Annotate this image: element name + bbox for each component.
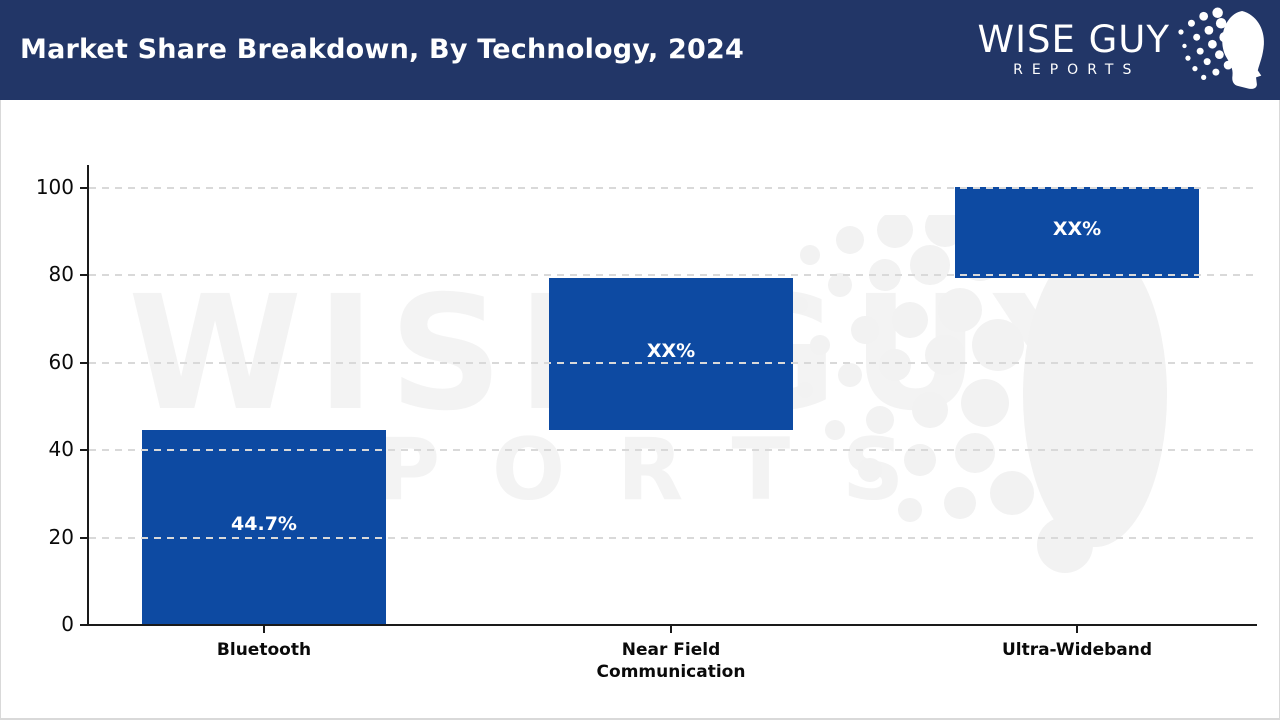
x-tick-mark-ultra-wideband xyxy=(1076,626,1078,633)
x-tick-label-line: Near Field xyxy=(621,640,721,660)
x-tick-label-line: Bluetooth xyxy=(216,640,312,660)
y-tick-label: 80 xyxy=(48,262,74,287)
y-tick-mark xyxy=(80,624,88,626)
y-axis-line xyxy=(87,165,89,626)
y-tick-label: 60 xyxy=(48,349,74,374)
logo-wordmark: WISE GUY xyxy=(977,18,1170,61)
bar-value-label-near-field-communication: XX% xyxy=(646,339,696,362)
y-tick-mark xyxy=(80,274,88,277)
gridline-80 xyxy=(89,274,1257,277)
y-tick-mark xyxy=(80,187,88,189)
y-tick-label: 0 xyxy=(61,612,74,636)
gridline-40 xyxy=(89,449,1257,452)
y-tick-mark xyxy=(80,361,88,364)
page-title: Market Share Breakdown, By Technology, 2… xyxy=(20,34,745,65)
y-tick-label: 20 xyxy=(48,524,74,549)
x-tick-mark-bluetooth xyxy=(263,626,265,633)
y-tick-label: 100 xyxy=(35,175,74,199)
x-tick-label-bluetooth: Bluetooth xyxy=(124,639,404,661)
x-tick-label-ultra-wideband: Ultra-Wideband xyxy=(937,639,1217,661)
x-tick-label-line: Ultra-Wideband xyxy=(1001,640,1153,660)
logo-subtext: REPORTS xyxy=(1013,62,1141,78)
gridline-100 xyxy=(89,187,1257,189)
logo-face-icon xyxy=(1178,7,1264,89)
bar-value-label-ultra-wideband: XX% xyxy=(1052,218,1102,241)
header: Market Share Breakdown, By Technology, 2… xyxy=(0,0,1280,100)
bar-value-label-bluetooth: 44.7% xyxy=(231,513,297,536)
gridline-60 xyxy=(89,361,1257,364)
bar-bluetooth xyxy=(142,429,386,625)
x-tick-label-line: Communication xyxy=(596,662,746,682)
x-tick-mark-near-field-communication xyxy=(670,626,672,633)
y-tick-mark xyxy=(80,536,88,539)
wiseguy-logo: WISE GUY REPORTS xyxy=(978,6,1270,92)
y-tick-mark xyxy=(80,449,88,452)
x-tick-label-near-field-communication: Near Field Communication xyxy=(531,639,811,683)
gridline-20 xyxy=(89,536,1257,539)
y-tick-label: 40 xyxy=(48,437,74,462)
bar-near-field-communication xyxy=(549,277,793,430)
logo-text: WISE GUY REPORTS xyxy=(977,18,1170,79)
bar-ultra-wideband xyxy=(955,187,1199,278)
x-axis-line xyxy=(87,624,1257,626)
